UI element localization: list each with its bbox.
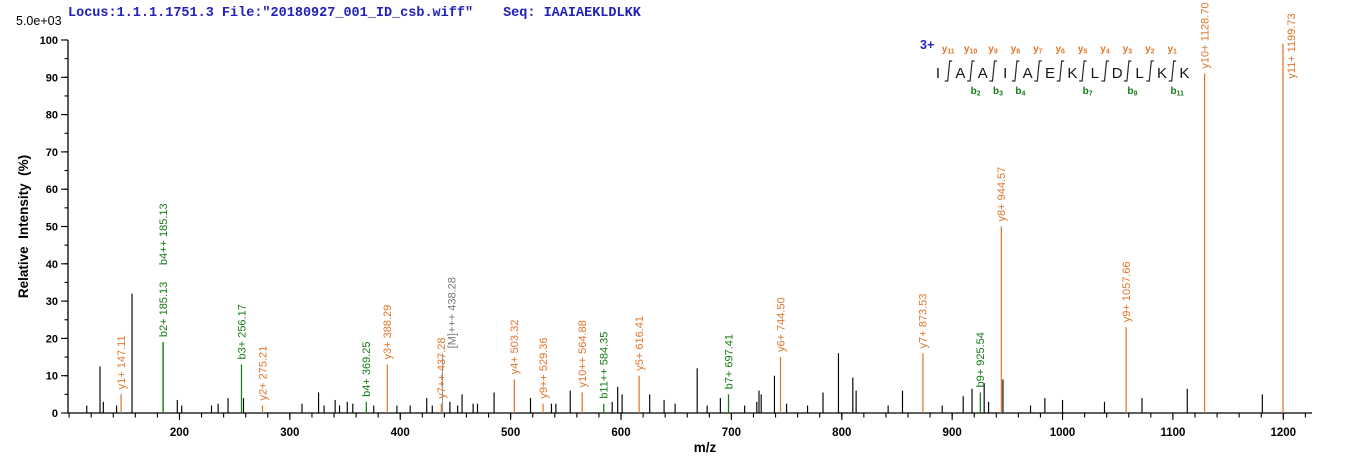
svg-text:300: 300 <box>280 427 299 439</box>
svg-text:y10++ 564.88: y10++ 564.88 <box>577 320 589 387</box>
svg-text:y9+ 1057.66: y9+ 1057.66 <box>1121 261 1133 322</box>
svg-text:y4+ 503.32: y4+ 503.32 <box>509 320 521 375</box>
svg-text:y1+ 147.11: y1+ 147.11 <box>116 335 128 389</box>
y-ion-labels: y11 y10 y9 y8 y7 y6 y5 y4 y3 y2 y1 <box>942 44 1177 56</box>
svg-text:400: 400 <box>391 427 410 439</box>
svg-text:b7+ 697.41: b7+ 697.41 <box>723 334 735 389</box>
x-tick-labels: 200 300 400 500 600 700 800 900 1000 1100 1200 <box>170 427 1296 439</box>
svg-text:b3: b3 <box>993 86 1003 98</box>
svg-text:K: K <box>1179 65 1189 82</box>
svg-text:200: 200 <box>170 427 189 439</box>
svg-text:K: K <box>1067 65 1077 82</box>
svg-text:L: L <box>1135 65 1143 82</box>
svg-text:y8: y8 <box>1011 44 1021 56</box>
background-peaks <box>86 293 1263 413</box>
svg-text:b9+ 925.54: b9+ 925.54 <box>975 332 987 387</box>
svg-text:1200: 1200 <box>1271 427 1297 439</box>
svg-text:y2: y2 <box>1145 44 1155 56</box>
svg-text:L: L <box>1091 65 1099 82</box>
svg-text:60: 60 <box>46 184 58 196</box>
svg-text:y10+ 1128.70: y10+ 1128.70 <box>1199 2 1211 68</box>
svg-text:600: 600 <box>611 427 630 439</box>
svg-text:y11+ 1199.73: y11+ 1199.73 <box>1286 13 1298 78</box>
svg-text:D: D <box>1112 65 1123 82</box>
svg-text:y9++ 529.36: y9++ 529.36 <box>538 338 550 399</box>
precursor-charge-label: 3+ <box>920 38 934 52</box>
svg-text:y5+ 616.41: y5+ 616.41 <box>634 316 646 371</box>
svg-text:50: 50 <box>46 222 58 234</box>
svg-text:A: A <box>1023 65 1033 82</box>
svg-text:y3: y3 <box>1123 44 1133 56</box>
svg-text:b9: b9 <box>1127 86 1137 98</box>
x-ticks <box>68 413 1306 420</box>
svg-text:100: 100 <box>40 35 58 47</box>
svg-text:1100: 1100 <box>1160 427 1185 439</box>
svg-text:700: 700 <box>722 427 741 439</box>
svg-text:1000: 1000 <box>1050 427 1076 439</box>
x-axis-title: m/z <box>693 440 717 455</box>
svg-text:b4: b4 <box>1015 86 1025 98</box>
svg-text:E: E <box>1045 65 1055 82</box>
svg-text:A: A <box>955 65 965 82</box>
svg-text:800: 800 <box>832 427 851 439</box>
svg-text:500: 500 <box>501 427 520 439</box>
svg-text:b4+ 369.25: b4+ 369.25 <box>361 341 373 396</box>
svg-text:y7++ 437.28: y7++ 437.28 <box>436 338 448 399</box>
svg-text:I: I <box>1003 65 1007 82</box>
y-tick-labels: 0 10 20 30 40 50 60 70 80 90 100 <box>40 35 58 420</box>
svg-text:y6+ 744.50: y6+ 744.50 <box>775 297 787 352</box>
svg-text:y4: y4 <box>1100 44 1110 56</box>
svg-text:b7: b7 <box>1083 86 1093 98</box>
svg-text:b3+ 256.17: b3+ 256.17 <box>236 304 248 359</box>
header-line: Locus:1.1.1.1751.3 File:"20180927_001_ID… <box>68 6 641 21</box>
svg-text:b11++ 584.35: b11++ 584.35 <box>599 332 611 399</box>
svg-text:90: 90 <box>46 72 58 84</box>
svg-text:70: 70 <box>46 147 58 159</box>
svg-text:y8+ 944.57: y8+ 944.57 <box>996 167 1008 222</box>
svg-text:y2+ 275.21: y2+ 275.21 <box>257 346 269 401</box>
svg-text:0: 0 <box>52 408 58 420</box>
sequence-label: Seq: IAAIAEKLDLKK <box>503 6 641 21</box>
svg-text:b2: b2 <box>971 86 981 98</box>
svg-text:y6: y6 <box>1055 44 1065 56</box>
svg-text:900: 900 <box>943 427 962 439</box>
svg-text:y11: y11 <box>942 44 955 56</box>
svg-text:b2+ 185.13: b2+ 185.13 <box>158 282 170 337</box>
y-ticks <box>61 39 68 414</box>
b-ion-labels: b2 b3 b4 b7 b9 b11 <box>971 86 1184 98</box>
annotated-peaks <box>120 43 1284 413</box>
svg-text:y10: y10 <box>964 44 977 56</box>
svg-text:10: 10 <box>46 371 58 383</box>
svg-text:b11: b11 <box>1170 86 1184 98</box>
svg-text:80: 80 <box>46 110 58 122</box>
locus-file-label: Locus:1.1.1.1751.3 File:"20180927_001_ID… <box>68 6 474 21</box>
svg-text:40: 40 <box>46 259 58 271</box>
svg-text:y9: y9 <box>988 44 998 56</box>
svg-text:K: K <box>1157 65 1167 82</box>
cleavage-marks <box>944 60 1177 82</box>
svg-text:[M]+++ 438.28: [M]+++ 438.28 <box>446 277 458 348</box>
svg-text:A: A <box>978 65 988 82</box>
svg-text:b4++ 185.13: b4++ 185.13 <box>158 203 170 265</box>
svg-text:20: 20 <box>46 333 58 345</box>
svg-text:y1: y1 <box>1167 44 1177 56</box>
svg-text:30: 30 <box>46 296 58 308</box>
svg-text:y3+ 388.29: y3+ 388.29 <box>382 305 394 360</box>
svg-text:y7+ 873.53: y7+ 873.53 <box>918 294 930 349</box>
svg-text:y5: y5 <box>1078 44 1088 56</box>
svg-text:I: I <box>936 65 940 82</box>
intensity-scale-note: 5.0e+03 <box>16 14 62 28</box>
annotation-labels: y1+ 147.11 b2+ 185.13 b4++ 185.13 b3+ 256.1… <box>116 2 1298 400</box>
svg-text:y7: y7 <box>1033 44 1043 56</box>
